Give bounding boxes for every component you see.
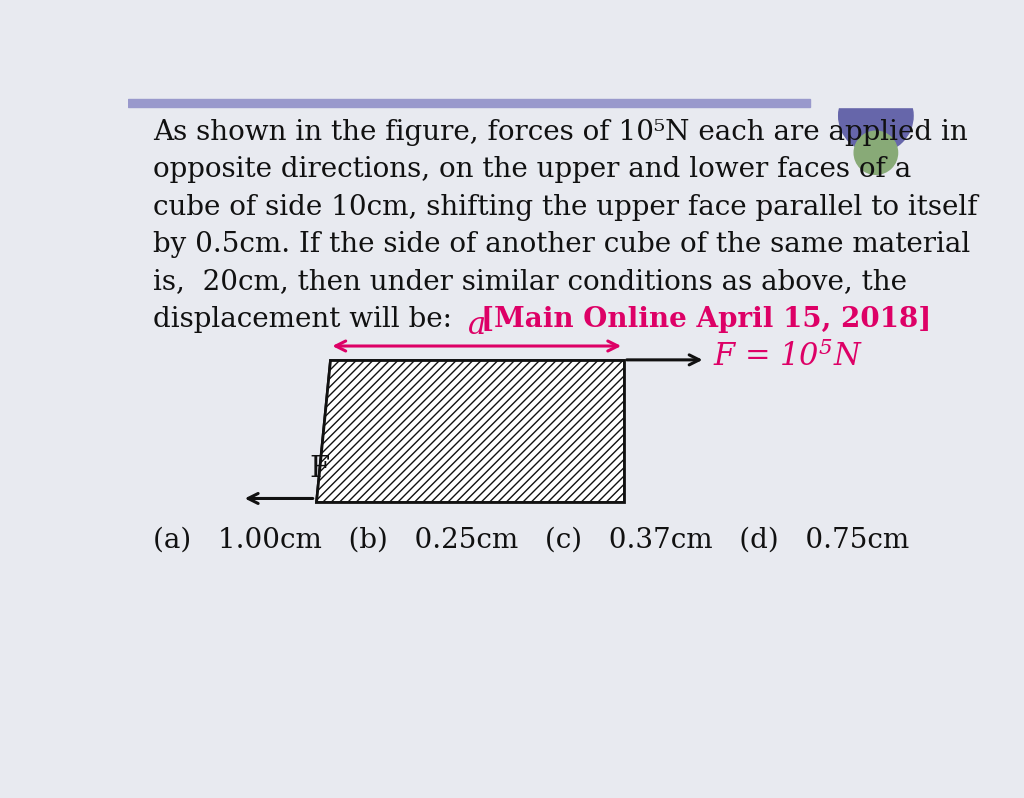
Circle shape (854, 131, 898, 174)
Text: a: a (468, 310, 485, 341)
Polygon shape (315, 360, 624, 502)
Text: (a)   1.00cm   (b)   0.25cm   (c)   0.37cm   (d)   0.75cm: (a) 1.00cm (b) 0.25cm (c) 0.37cm (d) 0.7… (153, 527, 909, 554)
Text: cube of side 10cm, shifting the upper face parallel to itself: cube of side 10cm, shifting the upper fa… (153, 194, 978, 220)
Text: by 0.5cm. If the side of another cube of the same material: by 0.5cm. If the side of another cube of… (153, 231, 970, 258)
Text: As shown in the figure, forces of 10⁵N each are applied in: As shown in the figure, forces of 10⁵N e… (153, 119, 968, 146)
Text: F = $\mathregular{10^5}$N: F = $\mathregular{10^5}$N (713, 341, 863, 373)
Bar (128, 99, 810, 107)
Text: opposite directions, on the upper and lower faces of a: opposite directions, on the upper and lo… (153, 156, 911, 184)
Circle shape (839, 79, 913, 152)
Text: is,  20cm, then under similar conditions as above, the: is, 20cm, then under similar conditions … (153, 268, 907, 295)
Text: displacement will be:: displacement will be: (153, 306, 452, 333)
Text: F: F (309, 455, 330, 483)
Bar (825, 68, 934, 107)
Text: [Main Online April 15, 2018]: [Main Online April 15, 2018] (480, 306, 931, 333)
